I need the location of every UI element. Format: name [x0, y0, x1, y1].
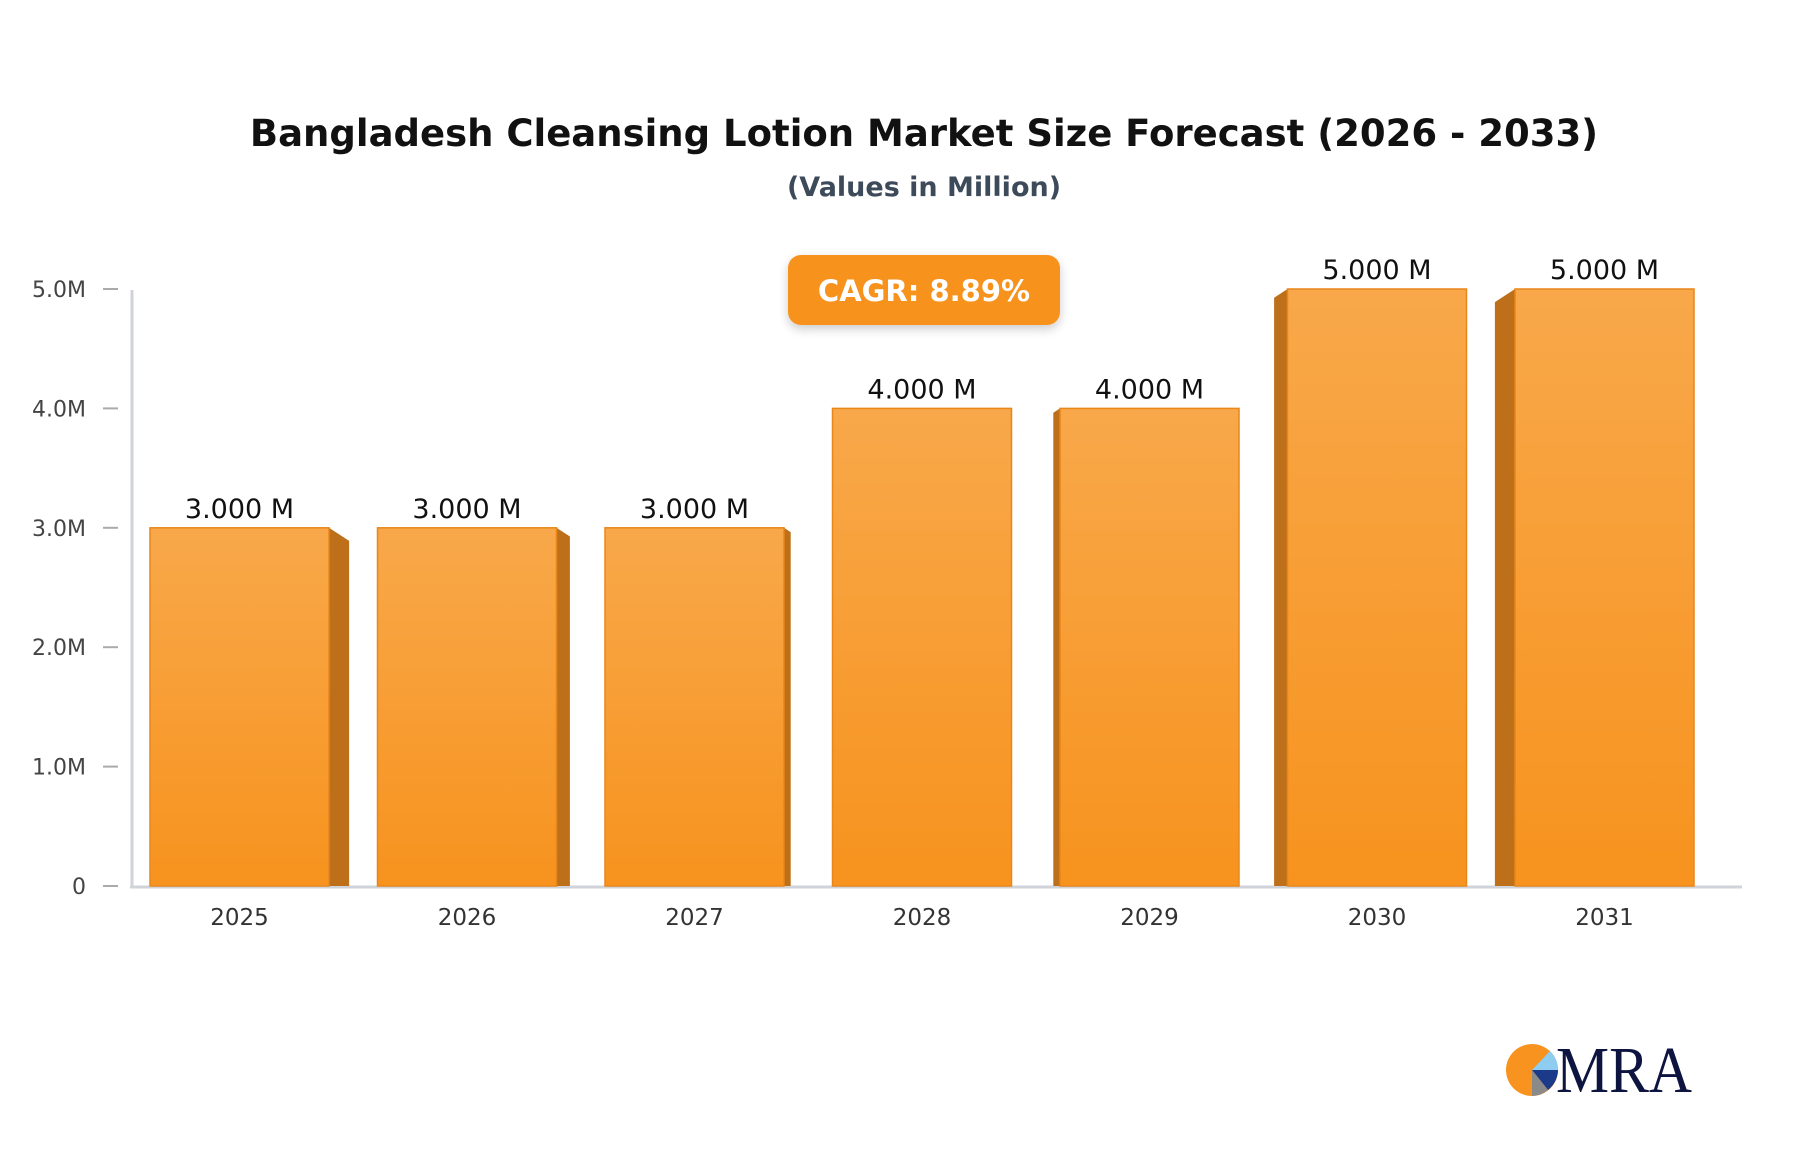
data-label: 5.000 M	[1550, 255, 1659, 286]
bar-side-face	[784, 527, 791, 886]
bar-side-face	[1053, 408, 1060, 886]
x-tick-label: 2031	[1575, 905, 1634, 931]
bar-2027: 3.000 M 2027	[604, 494, 791, 931]
chart-subtitle: (Values in Million)	[787, 172, 1061, 203]
bar-front	[1514, 288, 1695, 887]
data-label: 4.000 M	[867, 374, 976, 405]
bar-front	[376, 527, 558, 887]
bar-side-face	[1494, 289, 1515, 886]
bar-2030: 5.000 M 2030	[1274, 255, 1468, 931]
x-tick-label: 2027	[665, 905, 724, 931]
cagr-label: CAGR: 8.89%	[818, 274, 1030, 308]
bar-2031: 5.000 M 2031	[1494, 255, 1695, 931]
x-tick-label: 2026	[438, 905, 497, 931]
bar-front	[149, 527, 330, 887]
y-tick-label: 2.0M	[32, 636, 86, 661]
bar-2028: 4.000 M 2028	[831, 374, 1013, 931]
data-label: 4.000 M	[1095, 374, 1204, 405]
bar-side-face	[1274, 289, 1288, 886]
y-tick-label: 4.0M	[32, 397, 86, 422]
bar-2026: 3.000 M 2026	[376, 494, 570, 931]
bar-side-face	[556, 527, 570, 886]
data-label: 3.000 M	[640, 494, 749, 525]
x-tick-label: 2030	[1348, 905, 1407, 931]
bar-2029: 4.000 M 2029	[1053, 374, 1240, 931]
bar-side-face	[329, 527, 350, 886]
data-label: 5.000 M	[1322, 255, 1431, 286]
x-tick-label: 2025	[210, 905, 269, 931]
bar-front	[604, 527, 785, 887]
data-label: 3.000 M	[185, 494, 294, 525]
bar-2025: 3.000 M 2025	[149, 494, 350, 931]
y-tick-label: 1.0M	[32, 756, 86, 781]
bar-front	[831, 407, 1013, 887]
chart-title: Bangladesh Cleansing Lotion Market Size …	[250, 112, 1598, 155]
y-tick-label: 5.0M	[32, 278, 86, 303]
mra-logo: MRA	[1506, 1034, 1692, 1107]
x-tick-label: 2028	[893, 905, 952, 931]
bar-front	[1059, 407, 1240, 887]
cagr-badge: CAGR: 8.89%	[788, 255, 1060, 325]
x-tick-label: 2029	[1120, 905, 1179, 931]
svg-text:MRA: MRA	[1556, 1034, 1692, 1107]
y-tick-label: 0	[72, 875, 86, 900]
bar-front	[1286, 288, 1468, 887]
y-tick-label: 3.0M	[32, 517, 86, 542]
data-label: 3.000 M	[412, 494, 521, 525]
